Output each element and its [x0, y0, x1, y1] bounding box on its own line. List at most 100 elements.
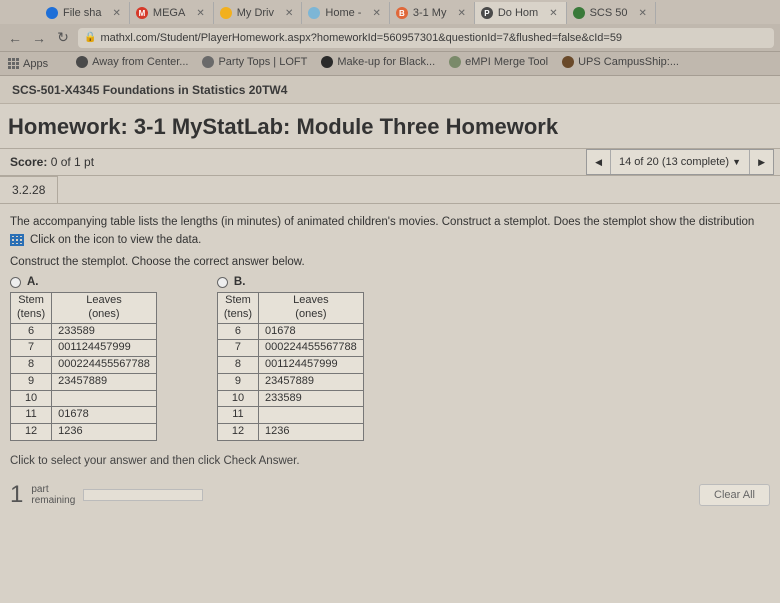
next-question-button[interactable]: ▶ — [749, 150, 773, 174]
bookmark-favicon — [449, 56, 461, 68]
stemplot-row: 8001124457999 — [217, 357, 363, 374]
data-table-icon — [10, 234, 24, 246]
close-tab-icon[interactable]: ✕ — [549, 8, 557, 19]
stemplot-b: Stem(tens) Leaves(ones) 6016787000224455… — [217, 292, 364, 441]
back-button[interactable]: ← — [6, 29, 24, 47]
browser-tab[interactable]: File sha ✕ — [40, 2, 130, 24]
browser-tab[interactable]: Home - ✕ — [302, 2, 389, 24]
favicon: P — [481, 7, 493, 19]
question-nav: ◀ 14 of 20 (13 complete) ▼ ▶ — [586, 149, 774, 175]
clear-all-button[interactable]: Clear All — [699, 484, 770, 506]
stemplot-row: 7000224455567788 — [217, 340, 363, 357]
apps-label: Apps — [23, 58, 48, 70]
option-a[interactable]: A. Stem(tens) Leaves(ones) 6233589700112… — [10, 276, 157, 441]
bookmark-item[interactable]: Away from Center... — [76, 56, 188, 68]
bookmark-favicon — [76, 56, 88, 68]
question-text: The accompanying table lists the lengths… — [10, 214, 770, 230]
score-value: 0 of 1 pt — [51, 155, 94, 169]
view-data-link[interactable]: Click on the icon to view the data. — [10, 234, 770, 246]
bookmark-label: Away from Center... — [92, 56, 188, 68]
close-tab-icon[interactable]: ✕ — [196, 8, 204, 19]
bookmarks-bar: Apps Away from Center... Party Tops | LOF… — [0, 52, 780, 76]
bookmark-label: UPS CampusShip:... — [578, 56, 679, 68]
option-b-label: B. — [234, 276, 246, 288]
stemplot-row: 1101678 — [11, 407, 157, 424]
favicon — [573, 7, 585, 19]
tab-label: File sha — [63, 7, 102, 19]
prev-question-button[interactable]: ◀ — [587, 150, 610, 174]
address-bar: ← → ↻ 🔒 mathxl.com/Student/PlayerHomewor… — [0, 24, 780, 52]
question-position[interactable]: 14 of 20 (13 complete) ▼ — [610, 150, 749, 174]
browser-tab[interactable]: M MEGA ✕ — [130, 2, 214, 24]
question-number: 3.2.28 — [0, 176, 58, 203]
reload-button[interactable]: ↻ — [54, 29, 72, 47]
radio-b[interactable] — [217, 277, 228, 288]
homework-title: Homework: 3-1 MyStatLab: Module Three Ho… — [0, 104, 780, 149]
stemplot-row: 601678 — [217, 323, 363, 340]
stemplot-row: 7001124457999 — [11, 340, 157, 357]
browser-tab[interactable]: My Driv ✕ — [214, 2, 303, 24]
click-instruction: Click to select your answer and then cli… — [0, 441, 780, 475]
stemplot-row: 923457889 — [217, 373, 363, 390]
bookmark-item[interactable]: Make-up for Black... — [321, 56, 435, 68]
score-block: Score: 0 of 1 pt — [0, 149, 104, 175]
bookmark-item[interactable]: Party Tops | LOFT — [202, 56, 307, 68]
option-a-label: A. — [27, 276, 39, 288]
stemplot-row: 121236 — [11, 424, 157, 441]
browser-tab[interactable]: P Do Hom ✕ — [475, 2, 567, 24]
bookmark-favicon — [202, 56, 214, 68]
tab-label: 3-1 My — [413, 7, 447, 19]
stemplot-row: 8000224455567788 — [11, 357, 157, 374]
bookmark-favicon — [562, 56, 574, 68]
question-number-row: 3.2.28 — [0, 176, 780, 204]
stemplot-row: 10 — [11, 390, 157, 407]
tab-label: SCS 50 — [590, 7, 628, 19]
forward-button[interactable]: → — [30, 29, 48, 47]
favicon: B — [396, 7, 408, 19]
close-tab-icon[interactable]: ✕ — [457, 8, 465, 19]
bookmark-item[interactable]: eMPI Merge Tool — [449, 56, 548, 68]
answer-options: A. Stem(tens) Leaves(ones) 6233589700112… — [0, 276, 780, 441]
tab-label: Do Hom — [498, 7, 538, 19]
close-tab-icon[interactable]: ✕ — [639, 8, 647, 19]
option-b[interactable]: B. Stem(tens) Leaves(ones) 6016787000224… — [217, 276, 364, 441]
progress-bar — [83, 489, 203, 501]
course-title: SCS-501-X4345 Foundations in Statistics … — [12, 83, 287, 97]
bookmark-label: eMPI Merge Tool — [465, 56, 548, 68]
bookmark-item[interactable]: UPS CampusShip:... — [562, 56, 679, 68]
bookmark-label: Make-up for Black... — [337, 56, 435, 68]
apps-shortcut[interactable]: Apps — [8, 58, 48, 70]
stemplot-row: 11 — [217, 407, 363, 424]
tab-label: MEGA — [153, 7, 185, 19]
tab-label: Home - — [325, 7, 361, 19]
stemplot-row: 10233589 — [217, 390, 363, 407]
question-body: The accompanying table lists the lengths… — [0, 204, 780, 252]
favicon — [220, 7, 232, 19]
close-tab-icon[interactable]: ✕ — [372, 8, 380, 19]
radio-a[interactable] — [10, 277, 21, 288]
question-position-text: 14 of 20 (13 complete) — [619, 156, 729, 168]
browser-tab-strip: File sha ✕ M MEGA ✕ My Driv ✕ Home - ✕ B 3-1 My ✕ PD… — [0, 0, 780, 24]
footer-bar: 1 partremaining Clear All — [0, 475, 780, 515]
close-tab-icon[interactable]: ✕ — [113, 8, 121, 19]
favicon — [308, 7, 320, 19]
parts-remaining-label: partremaining — [31, 484, 75, 506]
close-tab-icon[interactable]: ✕ — [285, 8, 293, 19]
favicon: M — [136, 7, 148, 19]
stemplot-row: 923457889 — [11, 373, 157, 390]
score-label: Score: — [10, 155, 47, 169]
lock-icon: 🔒 — [84, 32, 96, 43]
homework-page: Homework: 3-1 MyStatLab: Module Three Ho… — [0, 104, 780, 603]
bookmark-favicon — [321, 56, 333, 68]
view-data-text: Click on the icon to view the data. — [30, 234, 201, 246]
browser-tab[interactable]: B 3-1 My ✕ — [390, 2, 475, 24]
url-text: mathxl.com/Student/PlayerHomework.aspx?h… — [100, 32, 622, 44]
browser-tab[interactable]: SCS 50 ✕ — [567, 2, 656, 24]
url-box[interactable]: 🔒 mathxl.com/Student/PlayerHomework.aspx… — [78, 28, 774, 48]
stemplot-row: 121236 — [217, 424, 363, 441]
course-header: SCS-501-X4345 Foundations in Statistics … — [0, 76, 780, 104]
construct-instruction: Construct the stemplot. Choose the corre… — [0, 252, 780, 276]
bookmark-label: Party Tops | LOFT — [218, 56, 307, 68]
tab-label: My Driv — [237, 7, 274, 19]
favicon — [46, 7, 58, 19]
